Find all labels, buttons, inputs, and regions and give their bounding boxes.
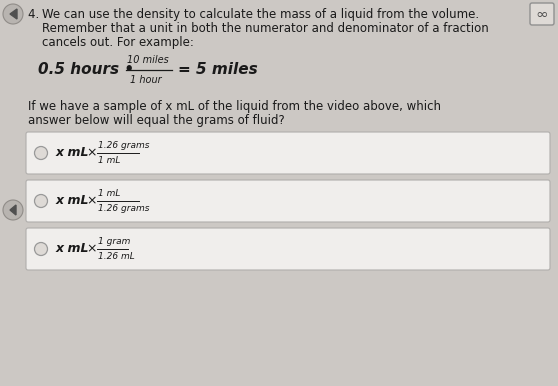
- Text: We can use the density to calculate the mass of a liquid from the volume.: We can use the density to calculate the …: [42, 8, 479, 21]
- Text: ×: ×: [86, 242, 97, 256]
- Text: 1.26 mL: 1.26 mL: [98, 252, 134, 261]
- FancyBboxPatch shape: [26, 132, 550, 174]
- Text: = 5 miles: = 5 miles: [178, 63, 258, 78]
- Text: x mL: x mL: [56, 147, 89, 159]
- Text: If we have a sample of x mL of the liquid from the video above, which: If we have a sample of x mL of the liqui…: [28, 100, 441, 113]
- Text: answer below will equal the grams of fluid?: answer below will equal the grams of flu…: [28, 114, 285, 127]
- Circle shape: [35, 242, 47, 256]
- Circle shape: [35, 147, 47, 159]
- Text: ∞: ∞: [536, 7, 549, 22]
- Text: ×: ×: [86, 147, 97, 159]
- Text: x mL: x mL: [56, 242, 89, 256]
- Text: 1 mL: 1 mL: [98, 189, 121, 198]
- Text: cancels out. For example:: cancels out. For example:: [42, 36, 194, 49]
- Polygon shape: [10, 9, 17, 19]
- Text: 1.26 grams: 1.26 grams: [98, 141, 150, 150]
- Text: 1 hour: 1 hour: [130, 75, 162, 85]
- Text: 10 miles: 10 miles: [127, 55, 169, 65]
- Polygon shape: [10, 205, 16, 215]
- Text: x mL: x mL: [56, 195, 89, 208]
- FancyBboxPatch shape: [26, 180, 550, 222]
- FancyBboxPatch shape: [530, 3, 554, 25]
- Circle shape: [3, 4, 23, 24]
- Text: ×: ×: [86, 195, 97, 208]
- Circle shape: [35, 195, 47, 208]
- Text: 4.: 4.: [28, 8, 43, 21]
- Text: Remember that a unit in both the numerator and denominator of a fraction: Remember that a unit in both the numerat…: [42, 22, 489, 35]
- Text: 1.26 grams: 1.26 grams: [98, 204, 150, 213]
- Text: 0.5 hours •: 0.5 hours •: [38, 63, 134, 78]
- Text: 1 gram: 1 gram: [98, 237, 131, 246]
- Text: 1 mL: 1 mL: [98, 156, 121, 165]
- Circle shape: [3, 200, 23, 220]
- FancyBboxPatch shape: [26, 228, 550, 270]
